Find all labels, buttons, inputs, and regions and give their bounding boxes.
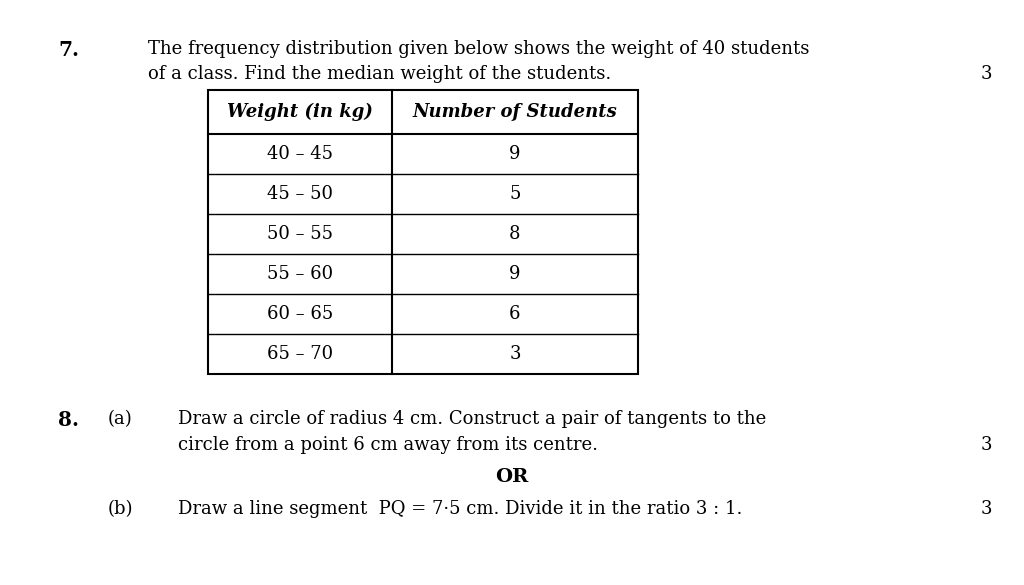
Text: 50 – 55: 50 – 55 bbox=[267, 225, 333, 243]
Text: 8.: 8. bbox=[58, 410, 79, 430]
Text: Weight (in kg): Weight (in kg) bbox=[227, 103, 373, 121]
Text: 5: 5 bbox=[509, 185, 520, 203]
Text: 3: 3 bbox=[981, 65, 992, 83]
Text: 7.: 7. bbox=[58, 40, 79, 60]
Text: circle from a point 6 cm away from its centre.: circle from a point 6 cm away from its c… bbox=[178, 436, 598, 454]
Text: 60 – 65: 60 – 65 bbox=[267, 305, 333, 323]
Text: 9: 9 bbox=[509, 265, 521, 283]
Text: OR: OR bbox=[496, 468, 528, 486]
Text: (b): (b) bbox=[108, 500, 133, 518]
Text: The frequency distribution given below shows the weight of 40 students: The frequency distribution given below s… bbox=[148, 40, 809, 58]
Text: (a): (a) bbox=[108, 410, 133, 428]
Text: 3: 3 bbox=[981, 436, 992, 454]
Text: of a class. Find the median weight of the students.: of a class. Find the median weight of th… bbox=[148, 65, 611, 83]
Text: 3: 3 bbox=[509, 345, 521, 363]
Text: 9: 9 bbox=[509, 145, 521, 163]
Text: Draw a circle of radius 4 cm. Construct a pair of tangents to the: Draw a circle of radius 4 cm. Construct … bbox=[178, 410, 766, 428]
Text: Draw a line segment  PQ = 7·5 cm. Divide it in the ratio 3 : 1.: Draw a line segment PQ = 7·5 cm. Divide … bbox=[178, 500, 742, 518]
Text: 3: 3 bbox=[981, 500, 992, 518]
Text: 6: 6 bbox=[509, 305, 521, 323]
Text: 40 – 45: 40 – 45 bbox=[267, 145, 333, 163]
Text: 8: 8 bbox=[509, 225, 521, 243]
Text: 45 – 50: 45 – 50 bbox=[267, 185, 333, 203]
Text: 65 – 70: 65 – 70 bbox=[267, 345, 333, 363]
Text: 55 – 60: 55 – 60 bbox=[267, 265, 333, 283]
Bar bbox=[208, 90, 638, 374]
Text: Number of Students: Number of Students bbox=[413, 103, 617, 121]
